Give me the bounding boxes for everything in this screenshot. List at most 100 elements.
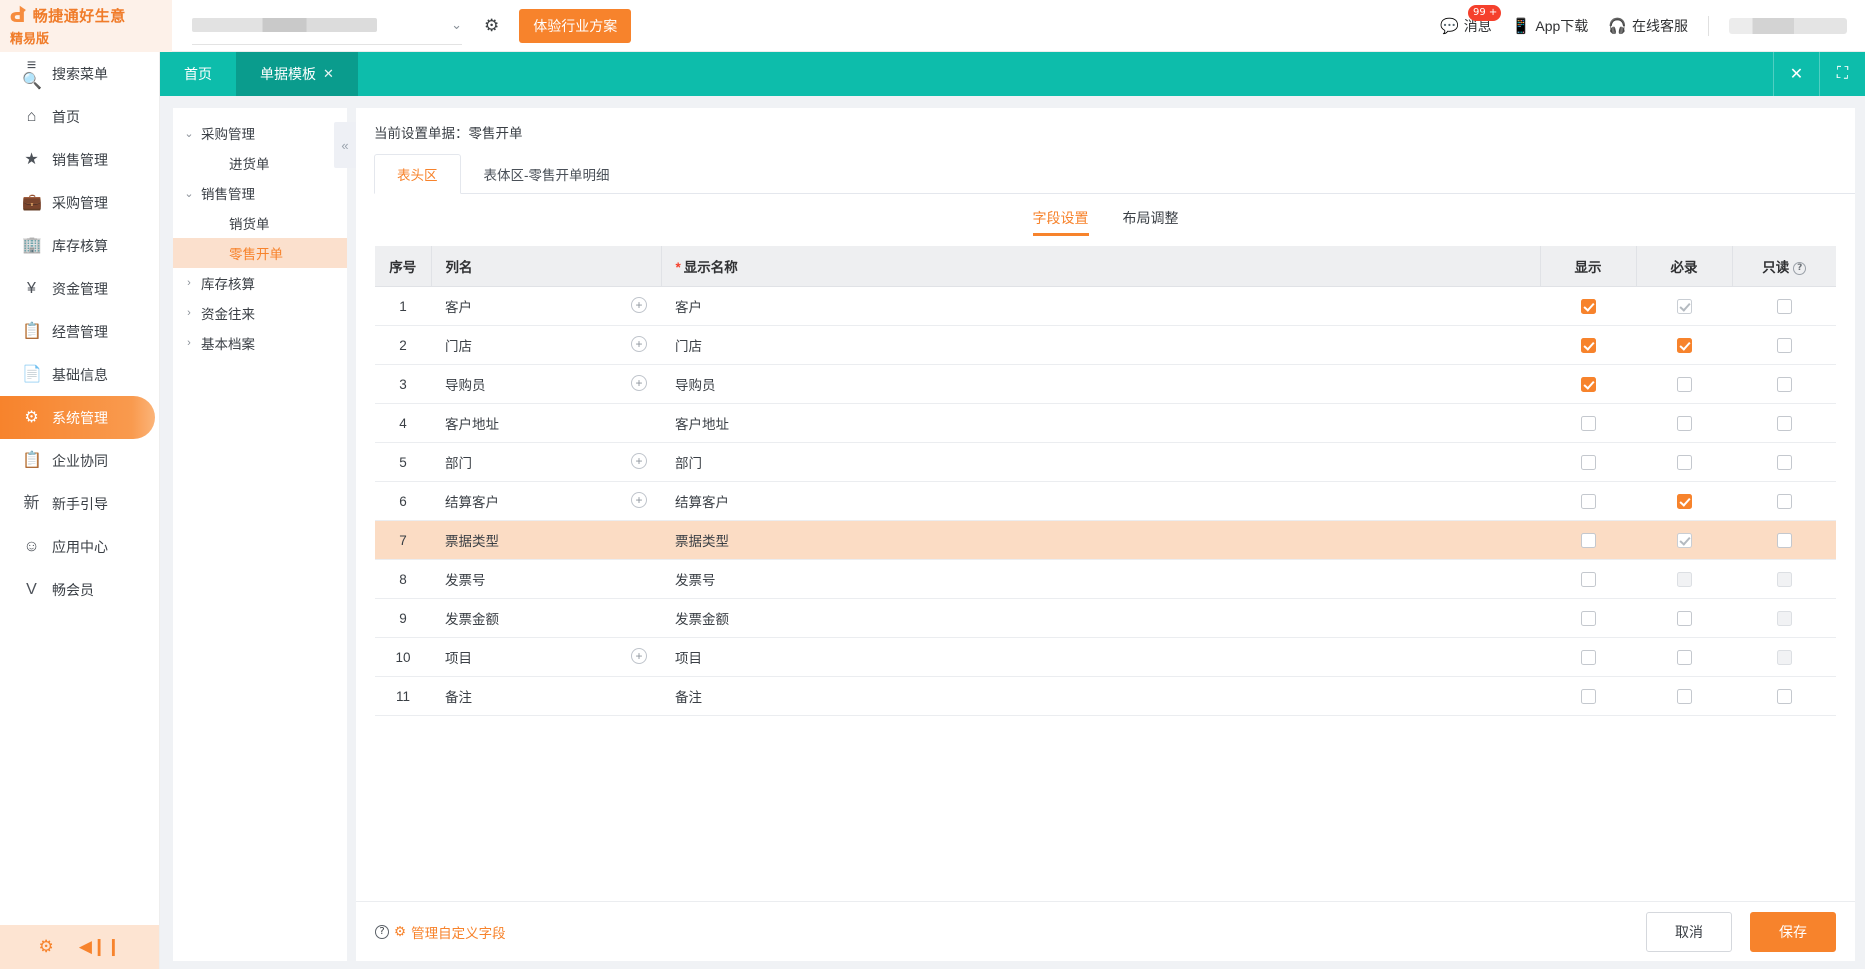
save-button[interactable]: 保存: [1750, 911, 1836, 952]
readonly-checkbox[interactable]: [1776, 415, 1792, 431]
add-field-icon[interactable]: +: [631, 648, 647, 664]
required-checkbox[interactable]: [1676, 571, 1692, 587]
cell-display-name[interactable]: 门店: [661, 325, 1540, 365]
sub-tab-header-area[interactable]: 表头区: [374, 154, 461, 194]
cell-show[interactable]: [1540, 481, 1636, 521]
cell-show[interactable]: [1540, 442, 1636, 482]
cell-readonly[interactable]: [1732, 559, 1836, 599]
cell-display-name[interactable]: 部门: [661, 442, 1540, 482]
company-selector[interactable]: ⌄: [192, 7, 462, 45]
show-checkbox[interactable]: [1580, 532, 1596, 548]
close-icon[interactable]: ✕: [1773, 52, 1819, 96]
required-checkbox[interactable]: [1676, 649, 1692, 665]
cell-display-name[interactable]: 客户: [661, 286, 1540, 326]
required-checkbox[interactable]: [1676, 415, 1692, 431]
readonly-checkbox[interactable]: [1776, 610, 1792, 626]
show-checkbox[interactable]: [1580, 415, 1596, 431]
table-row[interactable]: 1 客户 + 客户: [375, 286, 1836, 326]
help-icon[interactable]: ?: [1793, 261, 1807, 275]
sidebar-item-9[interactable]: 📋 企业协同: [0, 439, 159, 482]
gear-icon[interactable]: ⚙: [484, 15, 500, 35]
cell-show[interactable]: [1540, 598, 1636, 638]
show-checkbox[interactable]: [1580, 493, 1596, 509]
add-field-icon[interactable]: +: [631, 297, 647, 313]
required-checkbox[interactable]: [1676, 376, 1692, 392]
chevron-right-icon[interactable]: ›: [187, 307, 191, 319]
cell-display-name[interactable]: 导购员: [661, 364, 1540, 404]
cell-display-name[interactable]: 客户地址: [661, 403, 1540, 443]
messages-entry[interactable]: 💬 消息 99 +: [1440, 4, 1502, 36]
readonly-checkbox[interactable]: [1776, 454, 1792, 470]
manage-custom-fields-link[interactable]: ? ⚙ 管理自定义字段: [375, 922, 506, 942]
required-checkbox[interactable]: [1676, 532, 1692, 548]
cell-required[interactable]: [1636, 286, 1732, 326]
collapse-icon[interactable]: ◀❙❙: [78, 937, 121, 956]
cancel-button[interactable]: 取消: [1646, 911, 1732, 952]
sidebar-item-12[interactable]: V 畅会员: [0, 568, 159, 611]
table-row[interactable]: 4 客户地址 客户地址: [375, 403, 1836, 443]
cell-readonly[interactable]: [1732, 286, 1836, 326]
sidebar-item-2[interactable]: ★ 销售管理: [0, 138, 159, 181]
online-service-entry[interactable]: 🎧 在线客服: [1608, 16, 1688, 36]
tree-node-4[interactable]: 零售开单: [173, 238, 347, 268]
cell-readonly[interactable]: [1732, 325, 1836, 365]
show-checkbox[interactable]: [1580, 298, 1596, 314]
gear-icon[interactable]: ⚙: [38, 937, 54, 956]
cell-display-name[interactable]: 备注: [661, 676, 1540, 716]
sidebar-item-8[interactable]: ⚙ 系统管理: [0, 396, 155, 439]
chevron-down-icon[interactable]: ⌄: [184, 187, 194, 200]
required-checkbox[interactable]: [1676, 688, 1692, 704]
readonly-checkbox[interactable]: [1776, 298, 1792, 314]
cell-display-name[interactable]: 票据类型: [661, 520, 1540, 560]
table-row[interactable]: 7 票据类型 票据类型: [375, 520, 1836, 560]
show-checkbox[interactable]: [1580, 337, 1596, 353]
experience-solution-button[interactable]: 体验行业方案: [519, 8, 632, 43]
cell-display-name[interactable]: 项目: [661, 637, 1540, 677]
sidebar-item-1[interactable]: ⌂ 首页: [0, 95, 159, 138]
show-checkbox[interactable]: [1580, 610, 1596, 626]
readonly-checkbox[interactable]: [1776, 571, 1792, 587]
readonly-checkbox[interactable]: [1776, 688, 1792, 704]
cell-display-name[interactable]: 结算客户: [661, 481, 1540, 521]
cell-readonly[interactable]: [1732, 481, 1836, 521]
add-field-icon[interactable]: +: [631, 453, 647, 469]
cell-required[interactable]: [1636, 559, 1732, 599]
sidebar-item-4[interactable]: 🏢 库存核算: [0, 224, 159, 267]
cell-readonly[interactable]: [1732, 403, 1836, 443]
cell-readonly[interactable]: [1732, 598, 1836, 638]
add-field-icon[interactable]: +: [631, 375, 647, 391]
readonly-checkbox[interactable]: [1776, 337, 1792, 353]
sidebar-item-7[interactable]: 📄 基础信息: [0, 353, 159, 396]
cell-display-name[interactable]: 发票号: [661, 559, 1540, 599]
chevron-down-icon[interactable]: ⌄: [451, 17, 462, 32]
cell-show[interactable]: [1540, 364, 1636, 404]
cell-required[interactable]: [1636, 442, 1732, 482]
cell-show[interactable]: [1540, 325, 1636, 365]
cell-required[interactable]: [1636, 676, 1732, 716]
segment-layout-adjust[interactable]: 布局调整: [1122, 210, 1179, 226]
cell-required[interactable]: [1636, 364, 1732, 404]
sidebar-item-11[interactable]: ☺ 应用中心: [0, 525, 159, 568]
cell-required[interactable]: [1636, 481, 1732, 521]
show-checkbox[interactable]: [1580, 454, 1596, 470]
cell-show[interactable]: [1540, 286, 1636, 326]
tree-node-5[interactable]: › 库存核算: [173, 268, 347, 298]
show-checkbox[interactable]: [1580, 571, 1596, 587]
cell-readonly[interactable]: [1732, 520, 1836, 560]
cell-show[interactable]: [1540, 676, 1636, 716]
cell-readonly[interactable]: [1732, 442, 1836, 482]
tab-close-icon[interactable]: ✕: [323, 66, 334, 81]
table-row[interactable]: 10 项目 + 项目: [375, 637, 1836, 677]
tree-collapse-button[interactable]: «: [334, 122, 356, 168]
required-checkbox[interactable]: [1676, 610, 1692, 626]
sidebar-item-0[interactable]: ≡🔍 搜索菜单: [0, 52, 159, 95]
readonly-checkbox[interactable]: [1776, 493, 1792, 509]
readonly-checkbox[interactable]: [1776, 649, 1792, 665]
cell-required[interactable]: [1636, 325, 1732, 365]
required-checkbox[interactable]: [1676, 337, 1692, 353]
readonly-checkbox[interactable]: [1776, 532, 1792, 548]
cell-required[interactable]: [1636, 637, 1732, 677]
cell-required[interactable]: [1636, 403, 1732, 443]
table-row[interactable]: 11 备注 备注: [375, 676, 1836, 716]
chevron-right-icon[interactable]: ›: [187, 277, 191, 289]
